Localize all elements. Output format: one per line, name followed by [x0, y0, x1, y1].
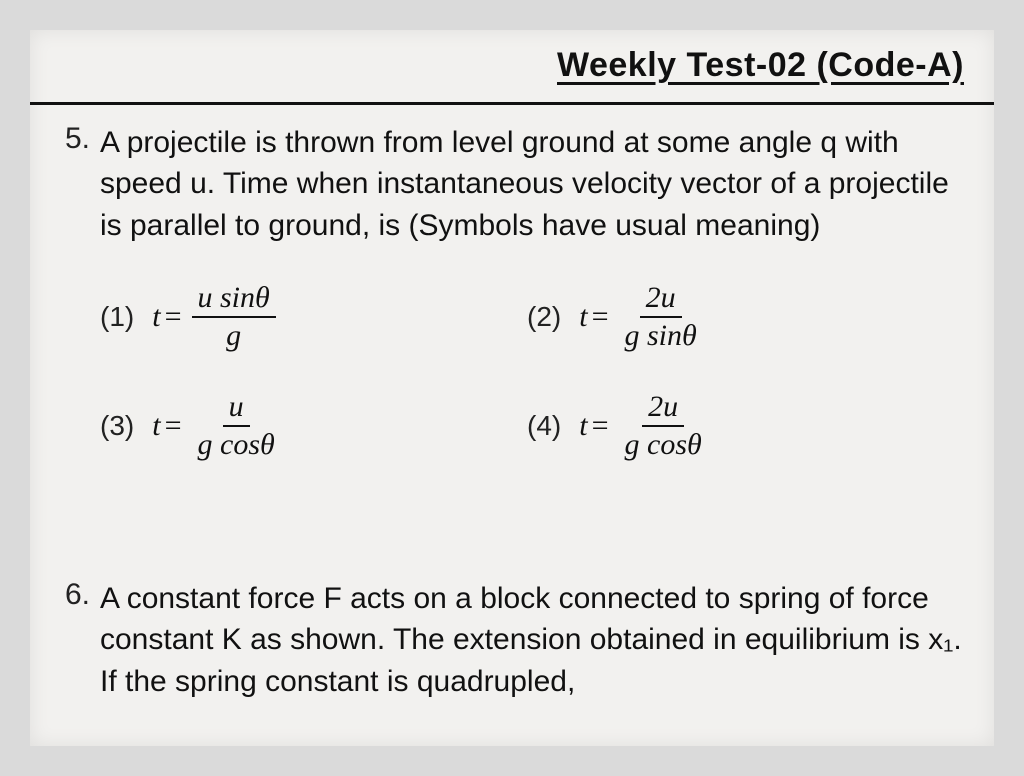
header-rule: [30, 102, 994, 105]
question-5: 5. A projectile is thrown from level gro…: [30, 122, 964, 460]
formula-var: t: [152, 300, 160, 334]
numerator: u: [223, 391, 250, 427]
option-1: (1) t = u sinθ g: [100, 282, 507, 351]
question-number: 6.: [30, 578, 90, 612]
option-3: (3) t = u g cosθ: [100, 391, 507, 460]
fraction: u sinθ g: [192, 282, 276, 351]
option-label: (3): [100, 410, 134, 442]
fraction: 2u g cosθ: [619, 391, 708, 460]
denominator: g cosθ: [619, 427, 708, 461]
option-formula: t = u sinθ g: [152, 282, 276, 351]
fraction: 2u g sinθ: [619, 282, 703, 351]
numerator: 2u: [642, 391, 684, 427]
test-header: Weekly Test-02 (Code-A): [30, 46, 964, 85]
option-label: (1): [100, 301, 134, 333]
formula-eq: =: [165, 300, 182, 334]
option-formula: t = 2u g sinθ: [579, 282, 703, 351]
formula-eq: =: [165, 409, 182, 443]
option-4: (4) t = 2u g cosθ: [527, 391, 934, 460]
denominator: g sinθ: [619, 318, 703, 352]
page: Weekly Test-02 (Code-A) 5. A projectile …: [30, 30, 994, 746]
denominator: g: [220, 318, 247, 352]
option-2: (2) t = 2u g sinθ: [527, 282, 934, 351]
formula-var: t: [579, 409, 587, 443]
question-text: A constant force F acts on a block conne…: [100, 578, 964, 702]
option-formula: t = u g cosθ: [152, 391, 281, 460]
formula-eq: =: [592, 300, 609, 334]
formula-eq: =: [592, 409, 609, 443]
question-6: 6. A constant force F acts on a block co…: [30, 578, 964, 702]
question-text: A projectile is thrown from level ground…: [100, 122, 964, 246]
denominator: g cosθ: [192, 427, 281, 461]
fraction: u g cosθ: [192, 391, 281, 460]
formula-var: t: [152, 409, 160, 443]
options-grid: (1) t = u sinθ g (2) t = 2u g: [100, 282, 964, 460]
formula-var: t: [579, 300, 587, 334]
numerator: 2u: [640, 282, 682, 318]
option-label: (4): [527, 410, 561, 442]
option-label: (2): [527, 301, 561, 333]
option-formula: t = 2u g cosθ: [579, 391, 708, 460]
numerator: u sinθ: [192, 282, 276, 318]
question-number: 5.: [30, 122, 90, 156]
